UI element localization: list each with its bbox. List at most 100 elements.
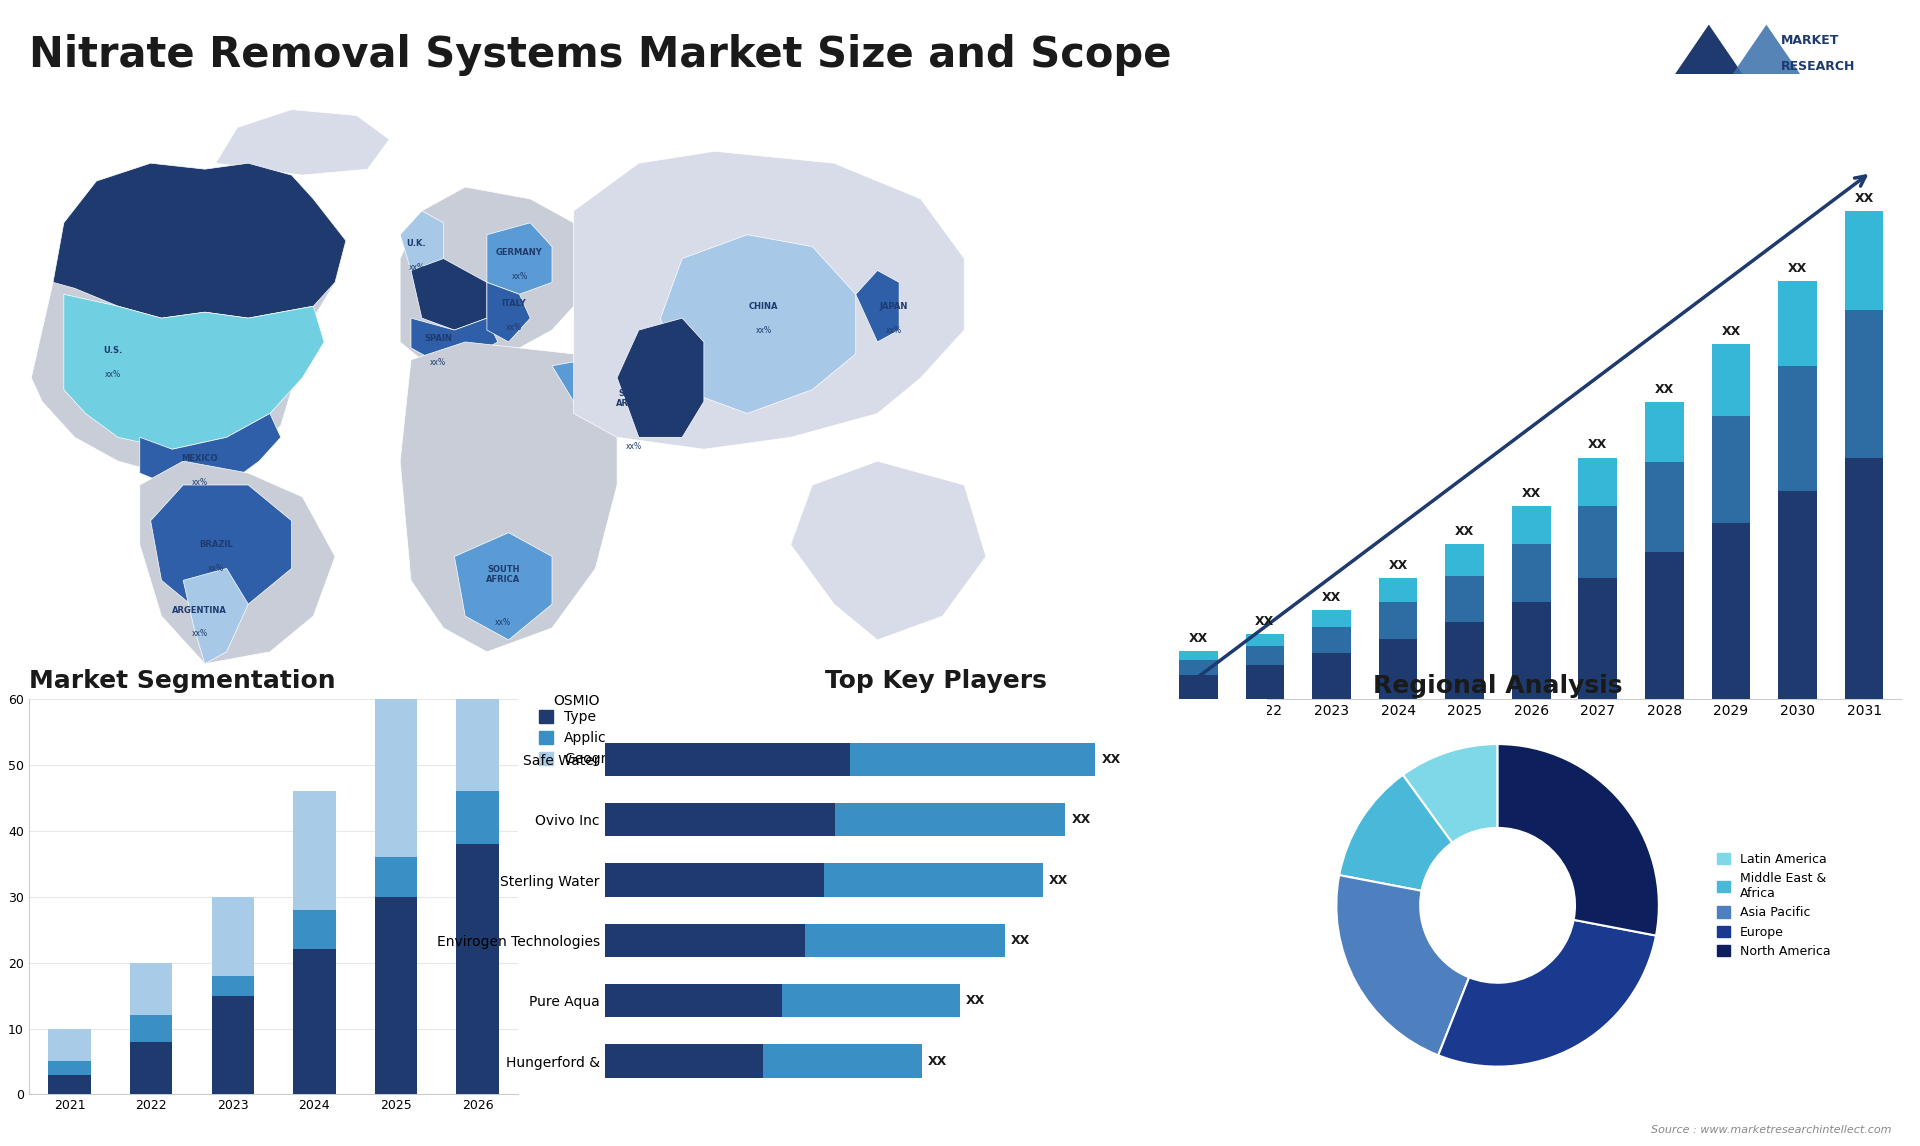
Text: CANADA: CANADA	[157, 225, 198, 234]
Bar	[211, 976, 253, 996]
Bar	[605, 1044, 764, 1077]
Text: XX: XX	[1855, 193, 1874, 205]
Bar	[1578, 457, 1617, 505]
Bar	[1446, 622, 1484, 699]
Wedge shape	[1498, 744, 1659, 935]
Wedge shape	[1338, 775, 1452, 890]
Wedge shape	[1438, 920, 1657, 1067]
Bar	[605, 863, 824, 896]
Bar	[605, 984, 781, 1018]
Text: XX: XX	[1102, 753, 1121, 766]
Bar	[1179, 651, 1217, 660]
Text: ITALY: ITALY	[501, 299, 526, 308]
Text: xx%: xx%	[626, 441, 641, 450]
Polygon shape	[455, 533, 553, 639]
Polygon shape	[791, 461, 987, 639]
Text: xx%: xx%	[507, 322, 522, 331]
Text: xx%: xx%	[495, 618, 511, 627]
Bar	[1578, 579, 1617, 699]
Bar	[1845, 457, 1884, 699]
Text: xx%: xx%	[511, 272, 528, 281]
Bar	[1511, 505, 1551, 544]
Bar	[1246, 634, 1284, 646]
Bar	[457, 843, 499, 1094]
Bar	[1845, 211, 1884, 311]
Bar	[131, 1015, 173, 1042]
Text: XX: XX	[1455, 525, 1475, 539]
Bar	[1645, 551, 1684, 699]
Text: Market Segmentation: Market Segmentation	[29, 669, 336, 693]
Bar	[1379, 579, 1417, 603]
Bar	[1179, 660, 1217, 675]
Bar	[1511, 544, 1551, 603]
Text: xx%: xx%	[169, 248, 186, 257]
Text: xx%: xx%	[192, 478, 207, 487]
Bar	[1311, 610, 1352, 627]
Bar	[374, 896, 417, 1094]
Text: XX: XX	[1388, 559, 1407, 572]
Bar	[605, 743, 851, 776]
Text: SAUDI
ARABIA: SAUDI ARABIA	[616, 388, 651, 408]
Text: XX: XX	[1321, 590, 1340, 604]
Text: XX: XX	[1655, 383, 1674, 395]
Bar	[457, 594, 499, 792]
Bar	[457, 791, 499, 843]
Text: XX: XX	[1188, 631, 1208, 645]
Bar	[1311, 653, 1352, 699]
Text: RESEARCH: RESEARCH	[1782, 61, 1855, 73]
Legend: Type, Application, Geography: Type, Application, Geography	[536, 706, 647, 770]
Text: BRAZIL: BRAZIL	[200, 540, 232, 549]
Text: INDIA: INDIA	[655, 370, 682, 379]
Text: INTELLECT: INTELLECT	[1782, 87, 1855, 100]
Text: Nitrate Removal Systems Market Size and Scope: Nitrate Removal Systems Market Size and …	[29, 34, 1171, 77]
Text: SPAIN: SPAIN	[424, 335, 451, 344]
Text: xx%: xx%	[660, 394, 676, 403]
Polygon shape	[150, 485, 292, 617]
Polygon shape	[574, 151, 964, 449]
Wedge shape	[1336, 876, 1469, 1055]
Polygon shape	[63, 295, 324, 449]
Polygon shape	[140, 461, 336, 664]
Polygon shape	[215, 110, 390, 175]
Bar	[1311, 627, 1352, 653]
Bar	[1379, 638, 1417, 699]
Bar	[1446, 544, 1484, 576]
Bar	[824, 863, 1043, 896]
Bar	[1446, 576, 1484, 622]
Text: XX: XX	[1012, 934, 1031, 947]
Bar	[605, 924, 804, 957]
Bar	[1778, 492, 1816, 699]
Bar	[1711, 523, 1751, 699]
Bar	[1578, 505, 1617, 579]
Bar	[1711, 416, 1751, 523]
Polygon shape	[488, 282, 530, 342]
Text: U.K.: U.K.	[407, 240, 426, 249]
Bar	[1778, 281, 1816, 366]
Text: xx%: xx%	[885, 325, 902, 335]
Bar	[1246, 646, 1284, 665]
Bar	[294, 910, 336, 949]
Bar	[1711, 344, 1751, 416]
Text: XX: XX	[1071, 814, 1091, 826]
Polygon shape	[660, 235, 856, 414]
Bar	[605, 803, 835, 837]
Legend: Latin America, Middle East &
Africa, Asia Pacific, Europe, North America: Latin America, Middle East & Africa, Asi…	[1713, 849, 1834, 961]
Text: ARGENTINA: ARGENTINA	[173, 605, 227, 614]
Polygon shape	[1693, 25, 1839, 131]
Text: XX: XX	[1521, 487, 1542, 500]
Bar	[48, 1075, 90, 1094]
Bar	[851, 743, 1096, 776]
Text: xx%: xx%	[755, 325, 772, 335]
Text: U.S.: U.S.	[104, 346, 123, 355]
Bar	[835, 803, 1066, 837]
Polygon shape	[1636, 25, 1782, 131]
Text: XX: XX	[927, 1054, 947, 1068]
Text: SOUTH
AFRICA: SOUTH AFRICA	[486, 565, 520, 584]
Polygon shape	[553, 354, 682, 425]
Text: xx%: xx%	[104, 370, 121, 379]
Polygon shape	[140, 414, 280, 490]
Bar	[48, 1029, 90, 1061]
Text: Source : www.marketresearchintellect.com: Source : www.marketresearchintellect.com	[1651, 1124, 1891, 1135]
Bar	[211, 996, 253, 1094]
Bar	[1511, 603, 1551, 699]
